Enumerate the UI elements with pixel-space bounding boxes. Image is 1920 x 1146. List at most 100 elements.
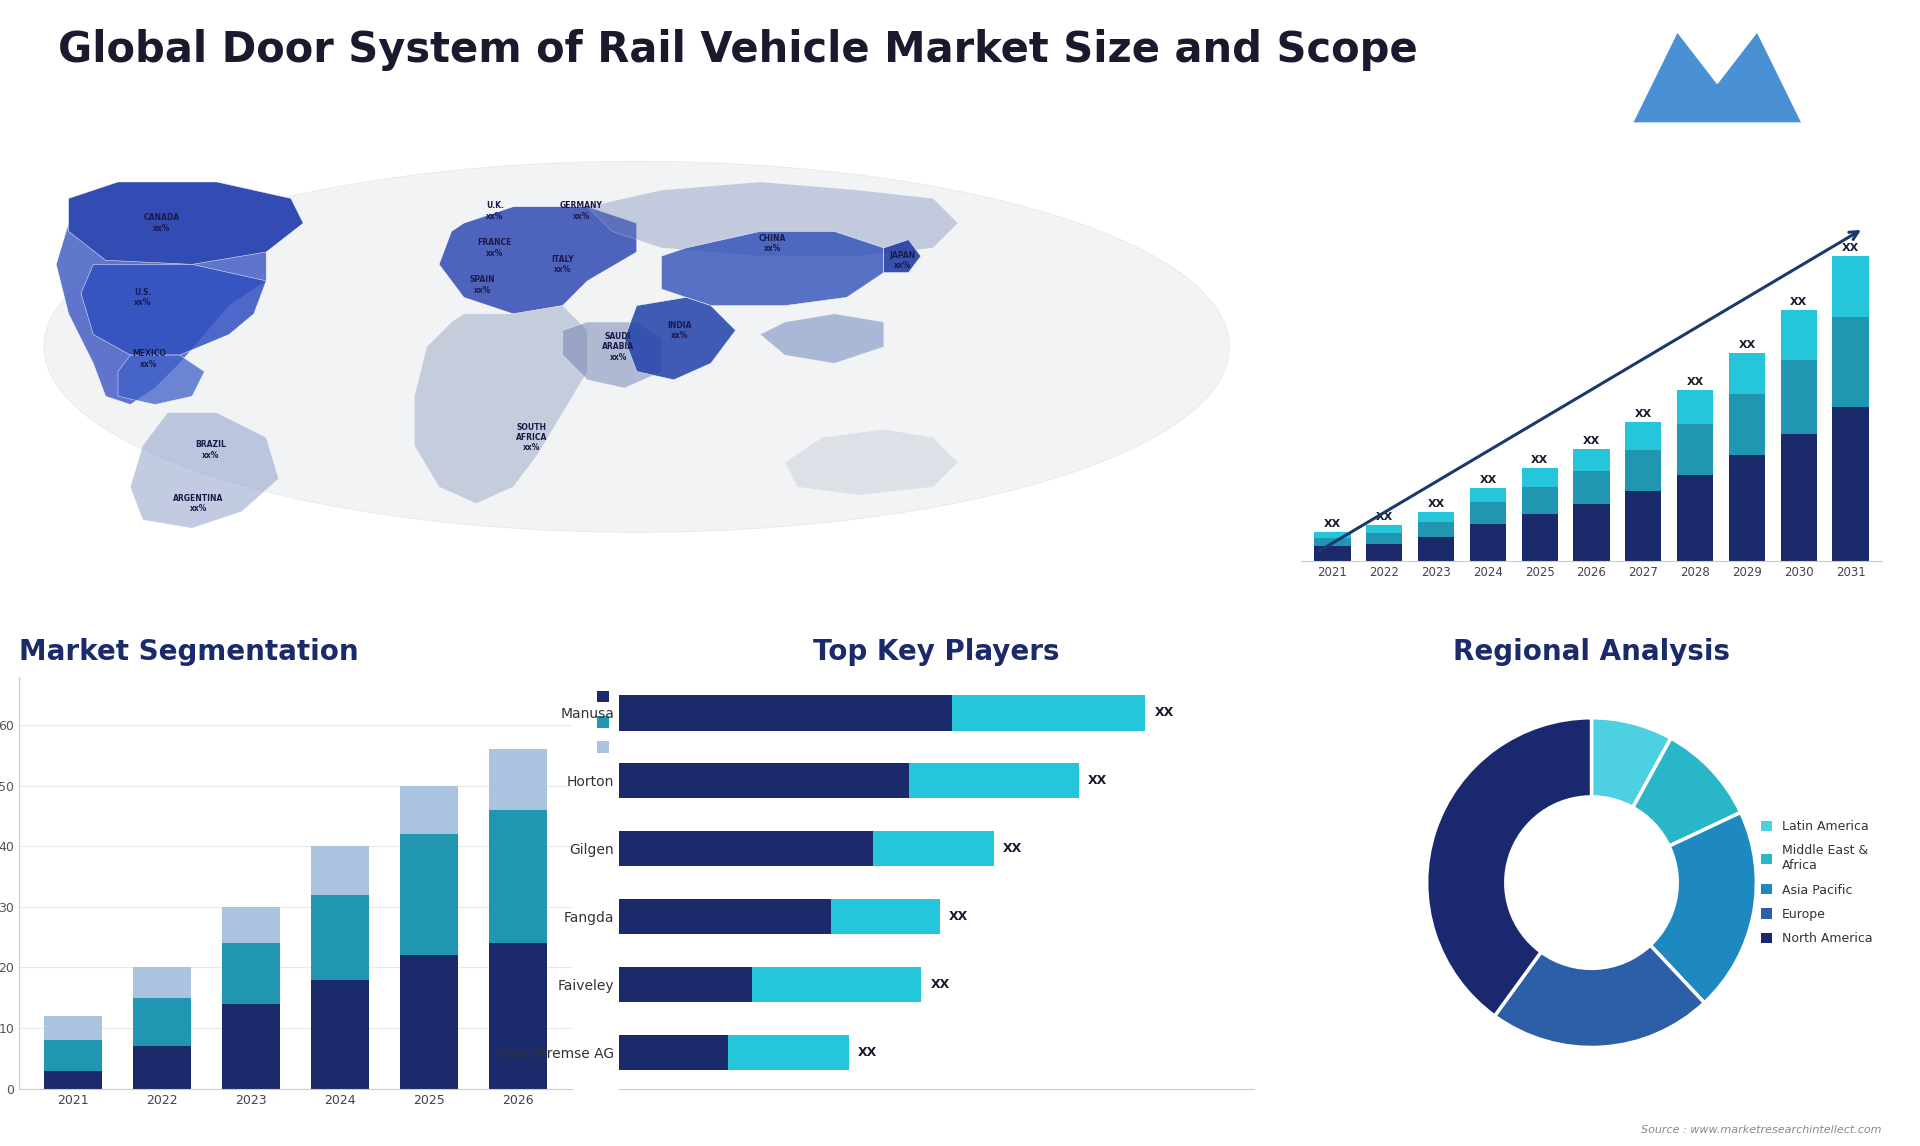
Bar (311, 895, 369, 980)
Bar (1728, 455, 1764, 562)
Polygon shape (1632, 32, 1803, 123)
Polygon shape (69, 182, 303, 265)
Bar (1315, 537, 1350, 547)
Bar (1624, 422, 1661, 449)
Bar (1471, 488, 1505, 502)
Bar (1572, 448, 1609, 471)
Bar (1521, 487, 1557, 515)
Polygon shape (588, 182, 958, 257)
Bar (618, 696, 952, 730)
Wedge shape (1427, 717, 1592, 1017)
Bar (874, 831, 995, 866)
Bar (490, 749, 547, 810)
Text: XX: XX (1789, 297, 1807, 307)
Polygon shape (883, 240, 922, 273)
Bar (618, 898, 831, 934)
Text: JAPAN
xx%: JAPAN xx% (889, 251, 916, 270)
Wedge shape (1632, 738, 1741, 846)
Bar (618, 831, 874, 866)
Text: CHINA
xx%: CHINA xx% (758, 234, 787, 253)
Bar (618, 967, 753, 1002)
Bar (1624, 449, 1661, 490)
Text: U.S.
xx%: U.S. xx% (134, 288, 152, 307)
Bar (1315, 532, 1350, 537)
Text: CANADA
xx%: CANADA xx% (144, 213, 179, 233)
Bar (132, 1046, 190, 1089)
Bar (1780, 309, 1816, 360)
Bar (1419, 512, 1453, 521)
Bar (1676, 424, 1713, 476)
Text: XX: XX (1686, 377, 1703, 387)
Polygon shape (760, 314, 883, 363)
Text: XX: XX (1582, 435, 1599, 446)
Bar (223, 943, 280, 1004)
Title: Regional Analysis: Regional Analysis (1453, 638, 1730, 666)
Wedge shape (1494, 945, 1705, 1047)
Bar (44, 1070, 102, 1089)
Bar (1367, 525, 1402, 533)
Text: XX: XX (1002, 842, 1023, 855)
Polygon shape (440, 206, 637, 314)
Bar (1676, 390, 1713, 424)
Bar (490, 943, 547, 1089)
Polygon shape (81, 265, 267, 355)
Text: XX: XX (858, 1046, 877, 1059)
Bar (952, 696, 1146, 730)
Bar (223, 1004, 280, 1089)
Bar (1572, 504, 1609, 562)
Text: INTELLECT: INTELLECT (1816, 99, 1880, 109)
Bar (311, 846, 369, 895)
Text: XX: XX (1377, 512, 1392, 521)
Polygon shape (624, 297, 735, 379)
Text: XX: XX (1154, 706, 1173, 720)
Bar (910, 763, 1079, 799)
Bar (223, 906, 280, 943)
Bar (1728, 353, 1764, 394)
Text: XX: XX (1841, 243, 1859, 253)
Polygon shape (415, 306, 588, 503)
Polygon shape (563, 322, 662, 388)
Text: XX: XX (1478, 474, 1496, 485)
Bar (1521, 515, 1557, 562)
Bar (1367, 543, 1402, 562)
Bar (753, 967, 922, 1002)
Text: Source : www.marketresearchintellect.com: Source : www.marketresearchintellect.com (1642, 1124, 1882, 1135)
Text: XX: XX (1634, 409, 1651, 419)
Bar (1471, 524, 1505, 562)
Ellipse shape (44, 162, 1229, 532)
Text: SOUTH
AFRICA
xx%: SOUTH AFRICA xx% (516, 423, 547, 453)
Text: SPAIN
xx%: SPAIN xx% (470, 275, 495, 295)
Bar (1572, 471, 1609, 504)
Bar (311, 980, 369, 1089)
Text: XX: XX (1530, 455, 1548, 465)
Text: SAUDI
ARABIA
xx%: SAUDI ARABIA xx% (603, 332, 634, 362)
Text: ITALY
xx%: ITALY xx% (551, 254, 574, 274)
Text: RESEARCH: RESEARCH (1816, 72, 1880, 83)
Text: BRAZIL
xx%: BRAZIL xx% (196, 440, 227, 460)
Bar (1521, 469, 1557, 487)
Bar (399, 786, 457, 834)
Bar (1419, 536, 1453, 562)
Text: MEXICO
xx%: MEXICO xx% (132, 350, 165, 369)
Text: XX: XX (1427, 500, 1444, 509)
Bar (1419, 521, 1453, 536)
Bar (1832, 256, 1868, 316)
Bar (1728, 394, 1764, 455)
Bar (1624, 490, 1661, 562)
Text: ARGENTINA
xx%: ARGENTINA xx% (173, 494, 223, 513)
Bar (1780, 360, 1816, 434)
Text: MARKET: MARKET (1816, 46, 1866, 56)
Legend: Latin America, Middle East &
Africa, Asia Pacific, Europe, North America: Latin America, Middle East & Africa, Asi… (1755, 814, 1880, 951)
Text: XX: XX (931, 978, 950, 991)
Bar (618, 763, 910, 799)
Bar (728, 1035, 849, 1070)
Bar (44, 1017, 102, 1041)
Text: XX: XX (1738, 339, 1755, 350)
Polygon shape (785, 430, 958, 495)
Text: XX: XX (1089, 775, 1108, 787)
Bar (44, 1041, 102, 1070)
Text: INDIA
xx%: INDIA xx% (668, 321, 693, 340)
Title: Top Key Players: Top Key Players (814, 638, 1060, 666)
Polygon shape (56, 182, 303, 405)
Bar (1367, 533, 1402, 543)
